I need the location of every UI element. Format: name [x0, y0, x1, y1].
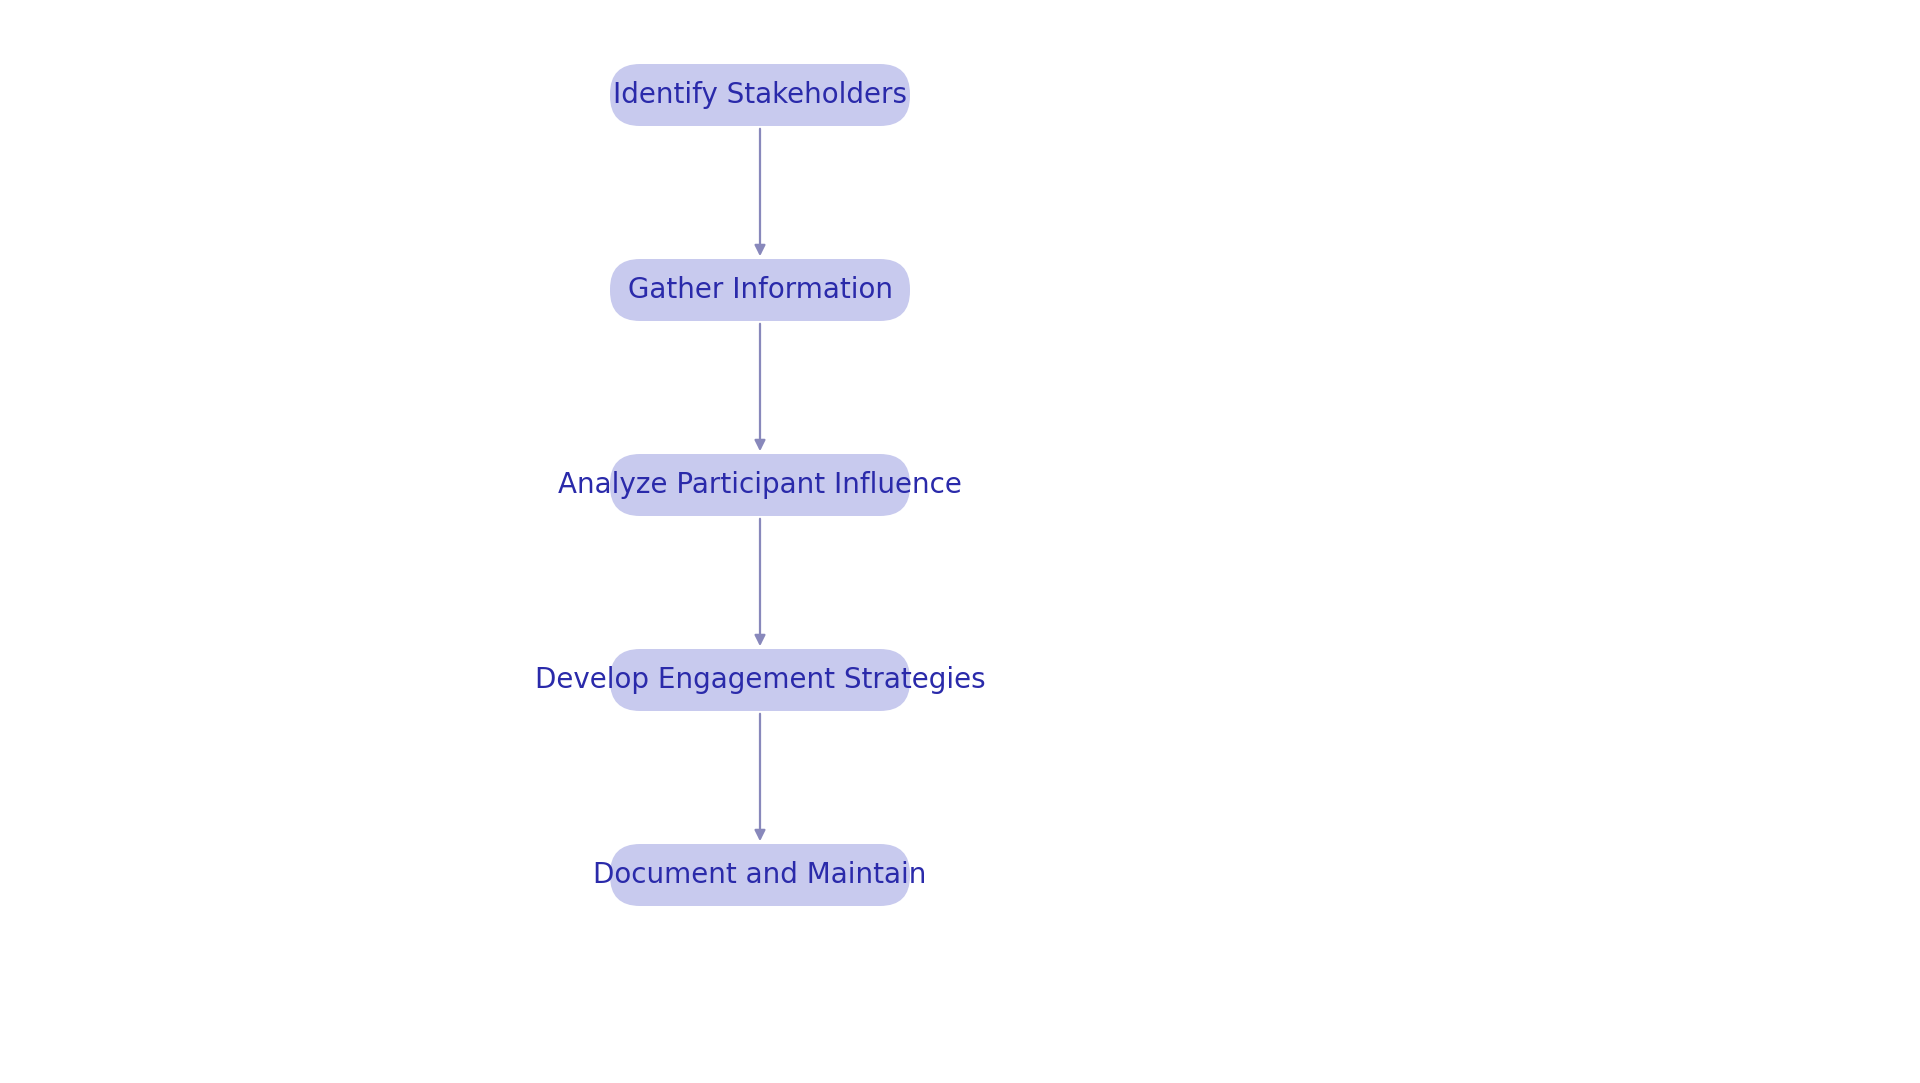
FancyBboxPatch shape — [611, 454, 910, 516]
Text: Analyze Participant Influence: Analyze Participant Influence — [559, 471, 962, 499]
FancyBboxPatch shape — [611, 844, 910, 906]
Text: Develop Engagement Strategies: Develop Engagement Strategies — [534, 666, 985, 694]
Text: Document and Maintain: Document and Maintain — [593, 861, 927, 889]
FancyBboxPatch shape — [611, 64, 910, 126]
FancyBboxPatch shape — [611, 259, 910, 321]
Text: Identify Stakeholders: Identify Stakeholders — [612, 81, 906, 109]
FancyBboxPatch shape — [611, 649, 910, 712]
Text: Gather Information: Gather Information — [628, 276, 893, 304]
